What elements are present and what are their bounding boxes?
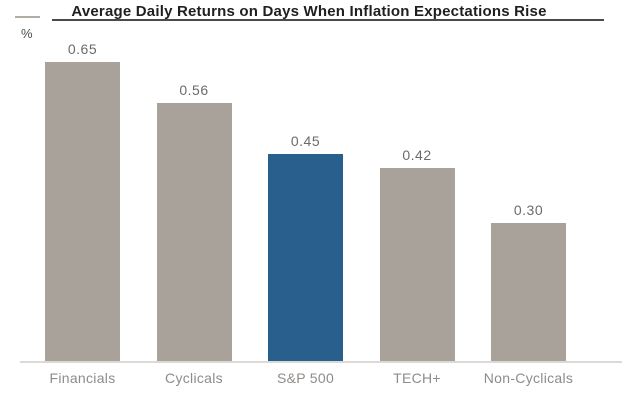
chart-title: Average Daily Returns on Days When Infla… bbox=[71, 3, 547, 20]
bar-value-label: 0.30 bbox=[513, 202, 544, 218]
y-axis-unit-label: % bbox=[21, 26, 33, 41]
bar-financials bbox=[45, 62, 120, 362]
bar-value-label: 0.56 bbox=[179, 82, 209, 98]
x-axis-category-label: Non-Cyclicals bbox=[483, 370, 574, 386]
bar-tech- bbox=[379, 168, 455, 362]
bar-value-label: 0.45 bbox=[290, 133, 321, 149]
bar-s-p-500 bbox=[268, 154, 343, 362]
x-axis-category-label: Cyclicals bbox=[165, 370, 223, 386]
x-axis-line bbox=[20, 361, 622, 363]
x-axis-category-label: S&P 500 bbox=[276, 370, 335, 386]
x-axis-category-label: TECH+ bbox=[393, 370, 441, 386]
title-underline bbox=[52, 19, 604, 21]
bar-value-label: 0.65 bbox=[67, 41, 98, 57]
unit-dash-mark bbox=[15, 16, 40, 18]
bar-non-cyclicals bbox=[491, 223, 566, 362]
bar-cyclicals bbox=[156, 103, 232, 362]
x-axis-category-label: Financials bbox=[49, 370, 116, 386]
bar-value-label: 0.42 bbox=[402, 147, 432, 163]
